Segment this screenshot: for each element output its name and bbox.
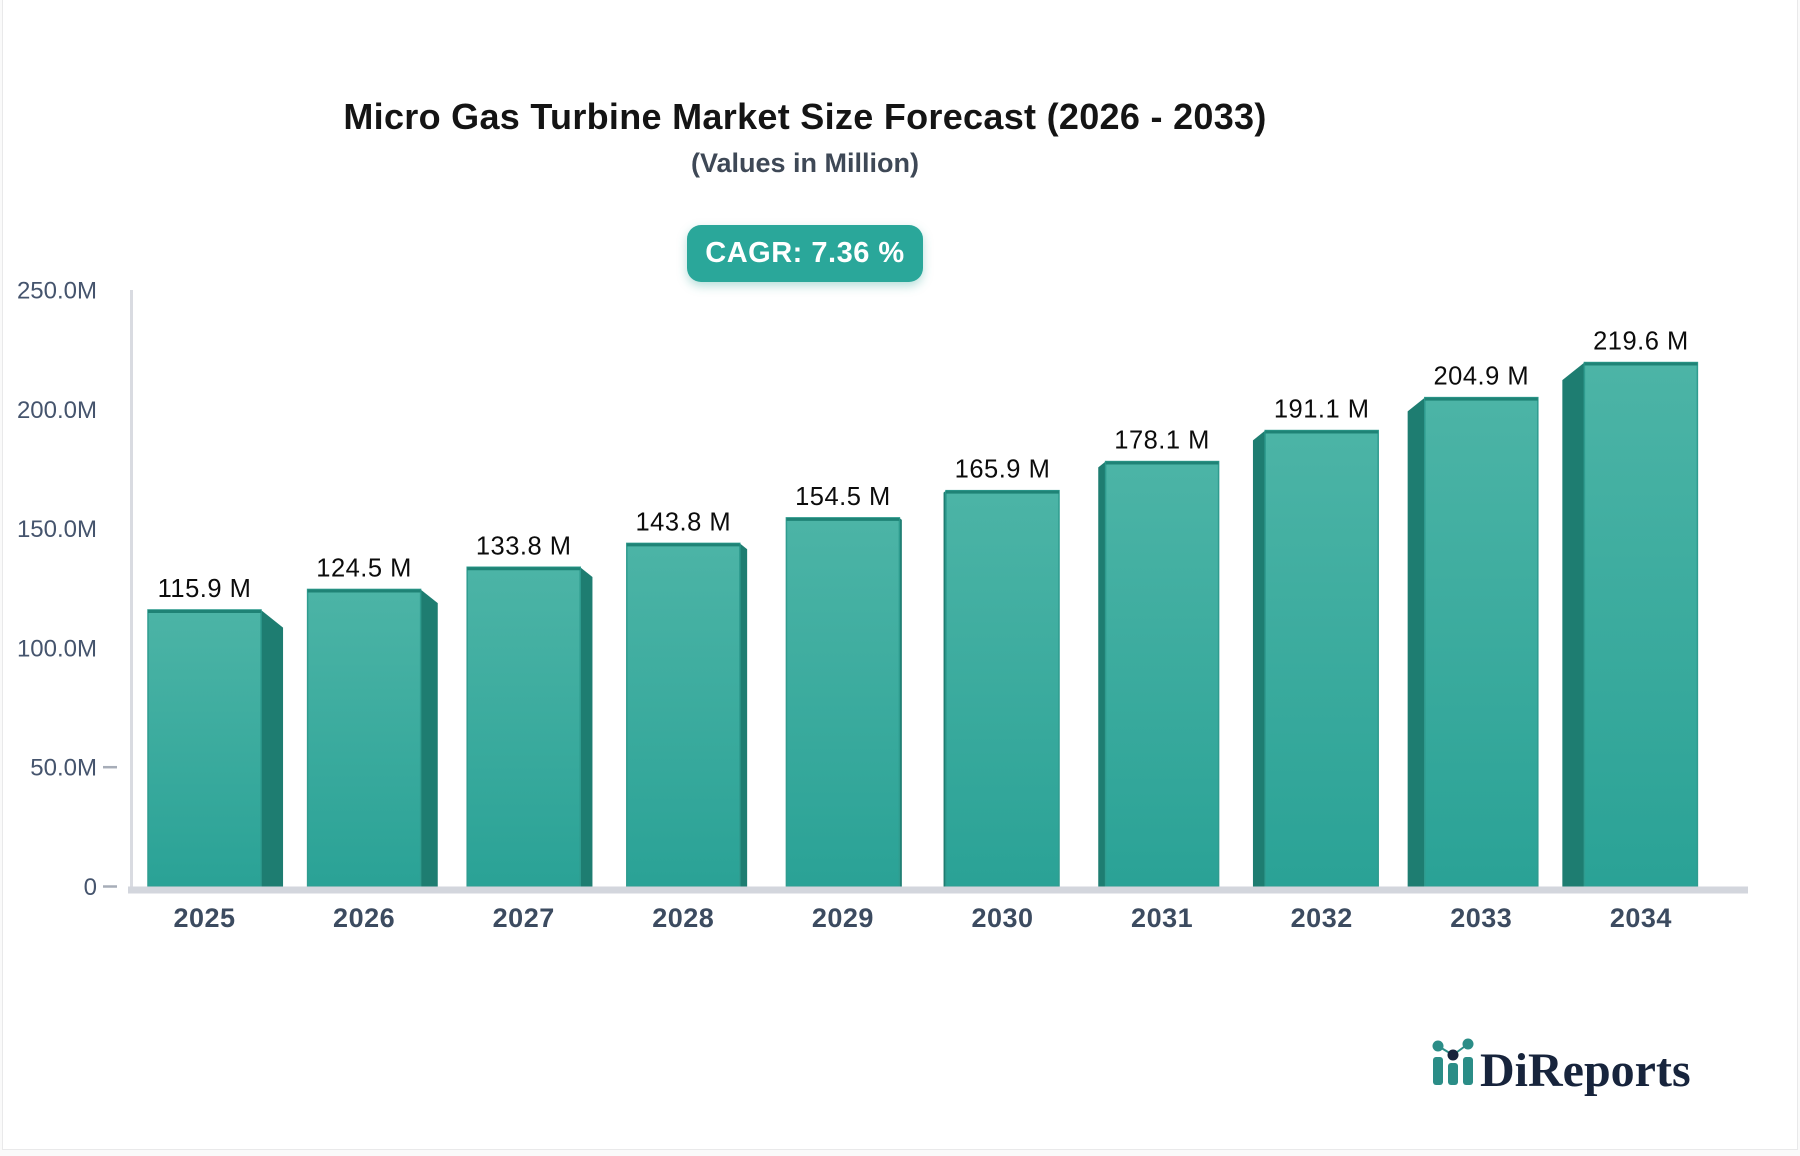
cagr-badge: CAGR: 7.36 %	[687, 225, 923, 282]
logo-dot-left	[1432, 1040, 1444, 1052]
bar-side-face	[1252, 430, 1266, 887]
bar-value-label: 191.1 M	[1274, 396, 1370, 424]
bar-value-label: 143.8 M	[635, 508, 731, 536]
logo-dot-right	[1462, 1038, 1474, 1050]
chart-subtitle: (Values in Million)	[690, 148, 920, 178]
bar-value-label: 154.5 M	[795, 483, 891, 511]
direports-logo-icon	[1432, 1038, 1474, 1085]
cagr-badge-label: CAGR: 7.36 %	[705, 237, 905, 269]
bar-front-face	[147, 609, 262, 888]
bar-value-label: 133.8 M	[476, 532, 572, 560]
bar-2029: 154.5 M 2029	[785, 483, 902, 933]
x-axis-label-2034: 2034	[1610, 903, 1672, 933]
chart-title: Micro Gas Turbine Market Size Forecast (…	[343, 96, 1267, 137]
bar-value-label: 124.5 M	[316, 554, 412, 582]
bar-front-face	[785, 517, 901, 888]
bar-front-face	[1424, 396, 1539, 888]
y-axis-label-0: 0	[84, 874, 97, 901]
bar-value-label: 204.9 M	[1433, 363, 1529, 391]
direports-logo: DiReports	[1432, 1038, 1691, 1097]
y-axis-label-200.0M: 200.0M	[17, 397, 97, 424]
bar-front-face	[466, 566, 581, 888]
bar-front-face	[1104, 460, 1220, 888]
x-axis-label-2025: 2025	[173, 903, 235, 933]
x-axis-label-2028: 2028	[652, 903, 714, 933]
bar-side-face	[1098, 461, 1106, 887]
x-axis-baseline	[128, 886, 1748, 894]
x-axis-label-2029: 2029	[812, 903, 874, 933]
bar-side-face	[1562, 362, 1585, 887]
bar-2031: 178.1 M 2031	[1098, 427, 1220, 933]
bar-side-face	[420, 589, 438, 887]
bar-front-face	[945, 489, 1060, 888]
bar-value-label: 178.1 M	[1114, 427, 1210, 455]
y-axis-label-150.0M: 150.0M	[17, 516, 97, 543]
y-axis-label-100.0M: 100.0M	[17, 635, 97, 662]
bar-front-face	[1264, 429, 1379, 888]
bar-2025: 115.9 M 2025	[147, 575, 284, 933]
bar-value-label: 165.9 M	[955, 456, 1051, 484]
x-axis-label-2027: 2027	[493, 903, 555, 933]
x-axis-label-2033: 2033	[1450, 903, 1512, 933]
bar-value-label: 219.6 M	[1593, 328, 1689, 356]
x-axis-label-2026: 2026	[333, 903, 395, 933]
bar-2034: 219.6 M 2034	[1562, 328, 1699, 933]
logo-dot-middle	[1447, 1049, 1459, 1061]
x-axis-label-2030: 2030	[971, 903, 1033, 933]
bar-2026: 124.5 M 2026	[306, 554, 438, 933]
bar-2030: 165.9 M 2030	[943, 456, 1060, 933]
bar-front-face	[306, 588, 422, 888]
y-axis-label-250.0M: 250.0M	[17, 278, 97, 305]
bar-2027: 133.8 M 2027	[466, 532, 593, 933]
x-axis-label-2032: 2032	[1291, 903, 1353, 933]
bar-side-face	[580, 567, 593, 887]
y-axis-label-50.0M: 50.0M	[30, 755, 97, 782]
bar-value-label: 115.9 M	[158, 575, 252, 603]
bar-front-face	[1583, 361, 1699, 888]
bar-2033: 204.9 M 2033	[1407, 363, 1539, 933]
bar-2032: 191.1 M 2032	[1252, 396, 1379, 933]
bar-side-face	[1407, 397, 1425, 887]
bar-2028: 143.8 M 2028	[626, 508, 748, 933]
x-axis-label-2031: 2031	[1131, 903, 1193, 933]
direports-logo-text: DiReports	[1480, 1044, 1691, 1097]
bar-side-face	[261, 609, 284, 887]
bar-side-face	[739, 543, 748, 887]
bar-front-face	[626, 542, 741, 888]
